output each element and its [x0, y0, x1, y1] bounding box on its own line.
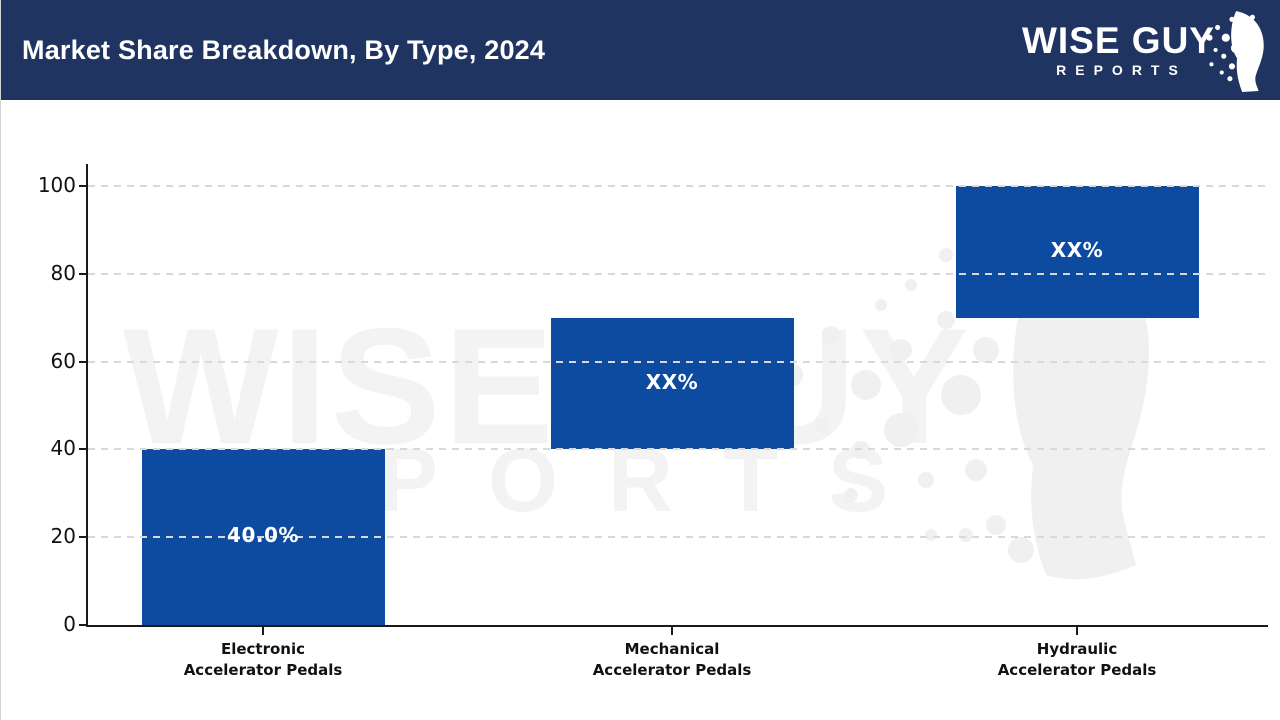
x-tick-mark	[671, 627, 673, 635]
y-tick-mark	[79, 272, 86, 275]
x-category-line1: Hydraulic	[1036, 640, 1118, 658]
x-category-line1: Electronic	[220, 640, 306, 658]
wiseguy-face-icon	[1206, 11, 1264, 92]
logo-wordmark: WISE GUY	[1021, 20, 1215, 61]
gridline	[88, 272, 1268, 275]
page-title: Market Share Breakdown, By Type, 2024	[22, 34, 546, 65]
gridline	[88, 536, 1268, 539]
y-tick-mark	[79, 536, 86, 539]
bar	[955, 186, 1199, 318]
y-tick-mark	[79, 624, 86, 626]
watermark-wordmark: WISE GUY	[123, 294, 973, 478]
y-tick-label: 80	[50, 260, 76, 285]
gridline	[88, 185, 1268, 187]
gridline	[88, 360, 1268, 363]
y-axis-spine	[86, 164, 88, 627]
x-category-line2: Accelerator Pedals	[592, 661, 752, 679]
logo-text: WISE GUY REPORTS	[1021, 20, 1215, 79]
gridline	[88, 448, 1268, 451]
bar-value-label: 40.0%	[227, 523, 299, 548]
chart: WISE GUY REPORTS 0 20 40 60 80 100 40.0% XX% XX%…	[1, 100, 1280, 720]
watermark-head-icon	[779, 233, 1150, 580]
x-category-label: Mechanical Accelerator Pedals	[512, 639, 832, 681]
logo-subtitle: REPORTS	[1056, 62, 1187, 78]
y-tick-label: 100	[37, 173, 76, 197]
wiseguy-logo: WISE GUY REPORTS	[1022, 7, 1280, 93]
y-tick-label: 0	[63, 612, 76, 636]
x-category-line2: Accelerator Pedals	[183, 661, 343, 679]
y-tick-label: 60	[50, 348, 76, 373]
y-tick-mark	[79, 448, 86, 451]
x-category-line1: Mechanical	[624, 640, 720, 658]
y-tick-label: 20	[50, 524, 76, 549]
x-category-line2: Accelerator Pedals	[997, 661, 1157, 679]
bar-value-label: XX%	[645, 369, 699, 394]
x-tick-mark	[262, 627, 264, 635]
x-axis-spine	[86, 625, 1268, 627]
header: Market Share Breakdown, By Type, 2024 WI…	[1, 0, 1280, 100]
y-tick-label: 40	[50, 436, 76, 461]
x-category-label: Hydraulic Accelerator Pedals	[917, 639, 1237, 681]
x-tick-mark	[1076, 627, 1078, 635]
bar	[550, 317, 794, 450]
y-tick-mark	[79, 185, 86, 187]
x-category-label: Electronic Accelerator Pedals	[103, 639, 423, 681]
y-tick-mark	[79, 360, 86, 363]
bar-value-label: XX%	[1050, 237, 1104, 262]
